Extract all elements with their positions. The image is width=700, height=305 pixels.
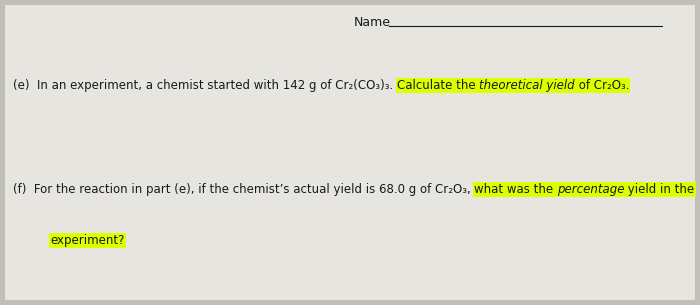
Bar — [478, 78, 575, 93]
Bar — [624, 181, 696, 197]
Text: Name: Name — [354, 16, 391, 29]
Bar — [556, 181, 626, 197]
Text: (f)  For the reaction in part (e), if the chemist’s actual yield is 68.0 g of Cr: (f) For the reaction in part (e), if the… — [13, 183, 474, 196]
Text: (e)  In an experiment, a chemist started with 142 g of Cr₂(CO₃)₃.: (e) In an experiment, a chemist started … — [13, 79, 397, 92]
Text: theoretical yield: theoretical yield — [479, 79, 575, 92]
Bar — [573, 78, 630, 93]
Text: percentage: percentage — [557, 183, 624, 196]
Bar — [395, 78, 480, 93]
Text: Calculate the: Calculate the — [397, 79, 479, 92]
Bar — [50, 233, 126, 249]
Text: of Cr₂O₃.: of Cr₂O₃. — [575, 79, 629, 92]
Text: what was the: what was the — [474, 183, 557, 196]
Text: experiment?: experiment? — [50, 235, 125, 247]
Bar — [473, 181, 558, 197]
Text: yield in the: yield in the — [624, 183, 694, 196]
